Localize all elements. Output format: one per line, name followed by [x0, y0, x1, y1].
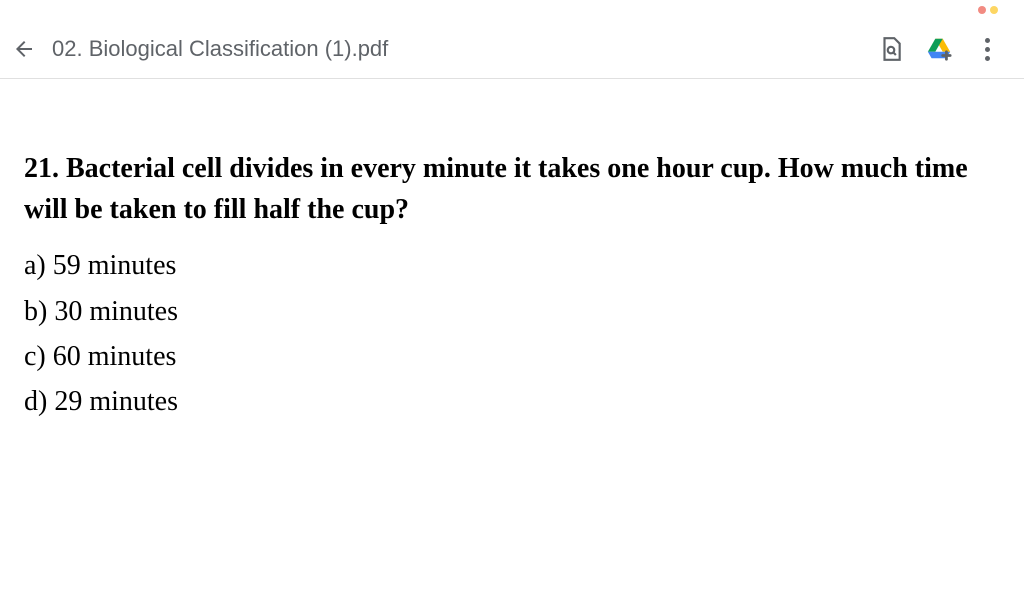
status-indicator-dots: [978, 6, 998, 14]
option-a: a) 59 minutes: [24, 244, 1004, 287]
document-content: 21. Bacterial cell divides in every minu…: [0, 79, 1024, 446]
status-dot-2: [990, 6, 998, 14]
header-action-icons: [878, 36, 1000, 62]
answer-options: a) 59 minutes b) 30 minutes c) 60 minute…: [24, 244, 1004, 424]
kebab-dot-icon: [985, 56, 990, 61]
kebab-dot-icon: [985, 38, 990, 43]
document-title: 02. Biological Classification (1).pdf: [52, 36, 878, 62]
back-button[interactable]: [12, 37, 36, 61]
drive-add-icon: [926, 36, 952, 62]
back-arrow-icon: [12, 37, 36, 61]
search-in-doc-button[interactable]: [878, 36, 904, 62]
kebab-dot-icon: [985, 47, 990, 52]
option-d: d) 29 minutes: [24, 380, 1004, 423]
search-in-page-icon: [878, 36, 904, 62]
option-b: b) 30 minutes: [24, 290, 1004, 333]
status-dot-1: [978, 6, 986, 14]
question-text: 21. Bacterial cell divides in every minu…: [24, 149, 1004, 230]
add-to-drive-button[interactable]: [926, 36, 952, 62]
app-header: 02. Biological Classification (1).pdf: [0, 24, 1024, 79]
option-c: c) 60 minutes: [24, 335, 1004, 378]
more-options-button[interactable]: [974, 36, 1000, 62]
